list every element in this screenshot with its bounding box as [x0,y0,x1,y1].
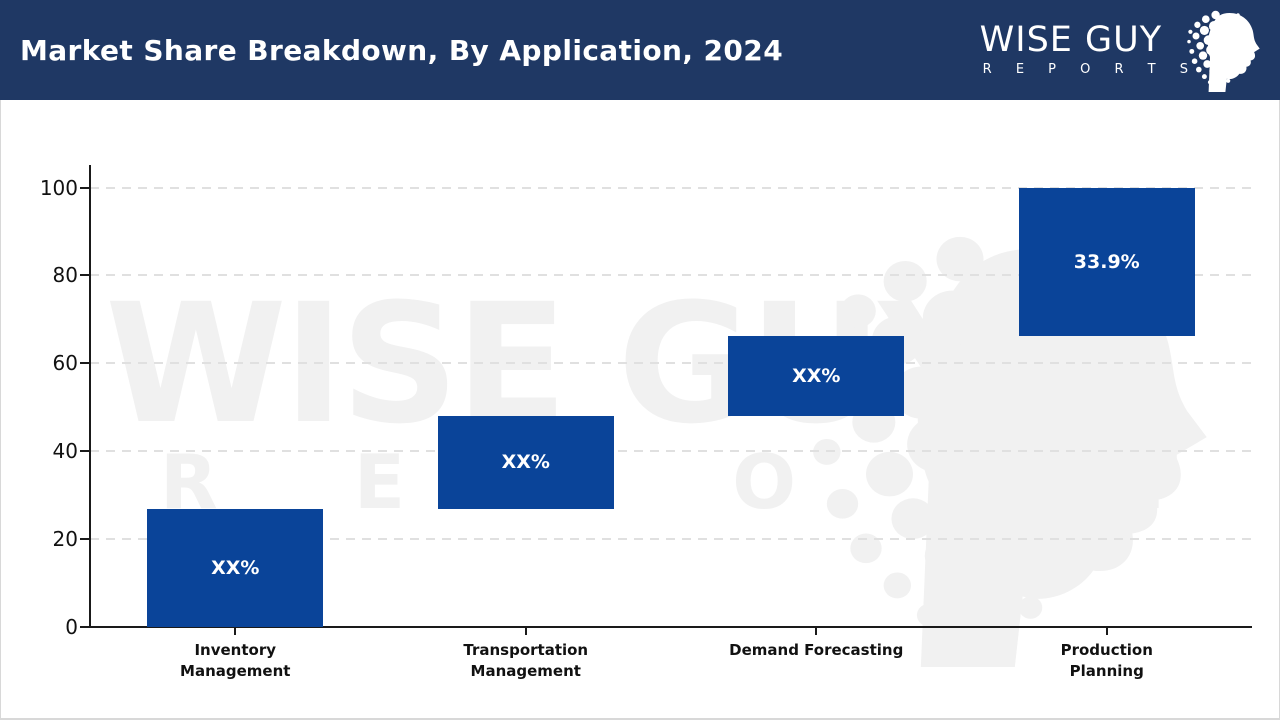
y-tick-label: 100 [39,175,78,200]
logo-wordmark: WISE GUY [979,20,1163,60]
logo-face-icon [1187,10,1260,92]
y-axis-line [89,165,91,628]
y-tick-label: 40 [52,439,78,464]
x-tick-mark [524,628,527,635]
x-tick-mark [815,628,818,635]
category-label: Demand Forecasting [729,641,904,659]
gridline [90,362,1252,365]
bar: XX% [147,509,324,627]
page-border-left [0,100,1,720]
y-tick-label: 60 [52,351,78,376]
bar-value-label: XX% [501,451,550,474]
page-border-bottom [0,718,1280,720]
gridline [90,274,1252,277]
bar: 33.9% [1018,187,1195,337]
category-label: Inventory Management [180,641,291,680]
x-axis-line [80,626,1252,628]
y-tick-mark [80,274,90,277]
logo-reports-text: R E P O R T S [982,62,1198,77]
category-label: Transportation Management [463,641,589,680]
x-tick-mark [234,628,237,635]
category-label: Production Planning [1060,641,1153,680]
wiseguy-logo: WISE GUY R E P O R T S [980,8,1266,92]
gridline [90,538,1252,541]
y-tick-mark [80,450,90,453]
x-tick-mark [1105,628,1108,635]
bar: XX% [437,415,614,510]
header: Market Share Breakdown, By Application, … [0,0,1280,100]
y-tick-mark [80,538,90,541]
bar-value-label: XX% [211,557,260,580]
y-tick-label: 0 [65,615,78,639]
gridline [90,450,1252,453]
y-tick-mark [80,186,90,189]
y-tick-label: 80 [52,263,78,288]
page-title: Market Share Breakdown, By Application, … [20,33,784,67]
gridline [90,186,1252,189]
bar-value-label: 33.9% [1073,250,1140,273]
bar: XX% [728,336,905,416]
y-tick-mark [80,362,90,365]
bar-value-label: XX% [792,365,841,388]
y-tick-label: 20 [52,527,78,552]
